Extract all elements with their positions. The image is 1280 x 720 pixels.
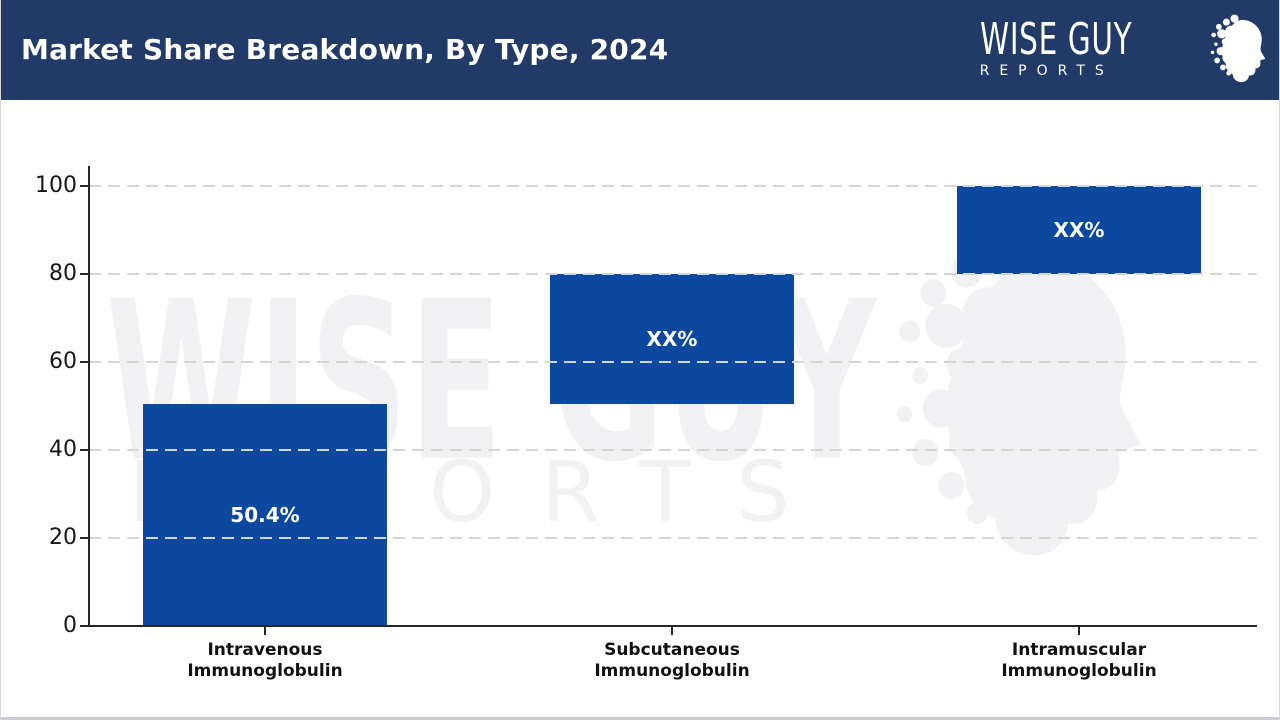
header-bar: Market Share Breakdown, By Type, 2024 WI… xyxy=(1,0,1279,100)
x-axis-tick xyxy=(264,626,266,635)
gridline xyxy=(89,449,1257,451)
category-label: Intravenous Immunoglobulin xyxy=(187,640,343,681)
y-axis-tick xyxy=(80,449,89,451)
y-axis-line xyxy=(88,166,90,627)
y-tick-label: 100 xyxy=(35,173,77,198)
y-axis-tick xyxy=(80,185,89,187)
gridline xyxy=(89,361,1257,363)
bar-value-label: 50.4% xyxy=(230,503,300,528)
plot-area: 0 20 40 60 80 100 50.4% Intravenous Immunoglobu… xyxy=(1,100,1279,717)
y-axis-tick xyxy=(80,625,89,627)
x-axis-tick xyxy=(671,626,673,635)
y-axis-tick xyxy=(80,537,89,539)
bar-segment xyxy=(550,274,794,405)
category-label: Intramuscular Immunoglobulin xyxy=(1001,640,1157,681)
y-axis-tick xyxy=(80,273,89,275)
y-tick-label: 0 xyxy=(63,613,77,638)
x-axis-tick xyxy=(1078,626,1080,635)
wise-guy-logo: WISE GUY REPORTS xyxy=(980,14,1267,86)
gridline xyxy=(89,273,1257,275)
logo-text: WISE GUY REPORTS xyxy=(979,14,1207,80)
y-tick-label: 20 xyxy=(49,525,77,550)
y-axis-tick xyxy=(80,361,89,363)
y-tick-label: 80 xyxy=(49,261,77,286)
chart-canvas: WISE GUY REPORTS 0 20 40 60 80 100 50.4% Intrav… xyxy=(1,100,1279,717)
dotted-head-profile-icon xyxy=(1210,14,1266,83)
bar-value-label: XX% xyxy=(1053,218,1105,242)
chart-title: Market Share Breakdown, By Type, 2024 xyxy=(21,33,669,66)
logo-subtext: REPORTS xyxy=(979,63,1114,79)
logo-wordmark: WISE GUY xyxy=(979,14,1132,65)
y-tick-label: 60 xyxy=(49,349,77,374)
y-tick-label: 40 xyxy=(49,437,77,462)
gridline xyxy=(89,185,1257,187)
bar-value-label: XX% xyxy=(646,327,698,352)
bar-segment xyxy=(143,404,387,626)
x-axis-line xyxy=(88,625,1257,627)
category-label: Subcutaneous Immunoglobulin xyxy=(594,640,750,681)
gridline xyxy=(89,537,1257,539)
